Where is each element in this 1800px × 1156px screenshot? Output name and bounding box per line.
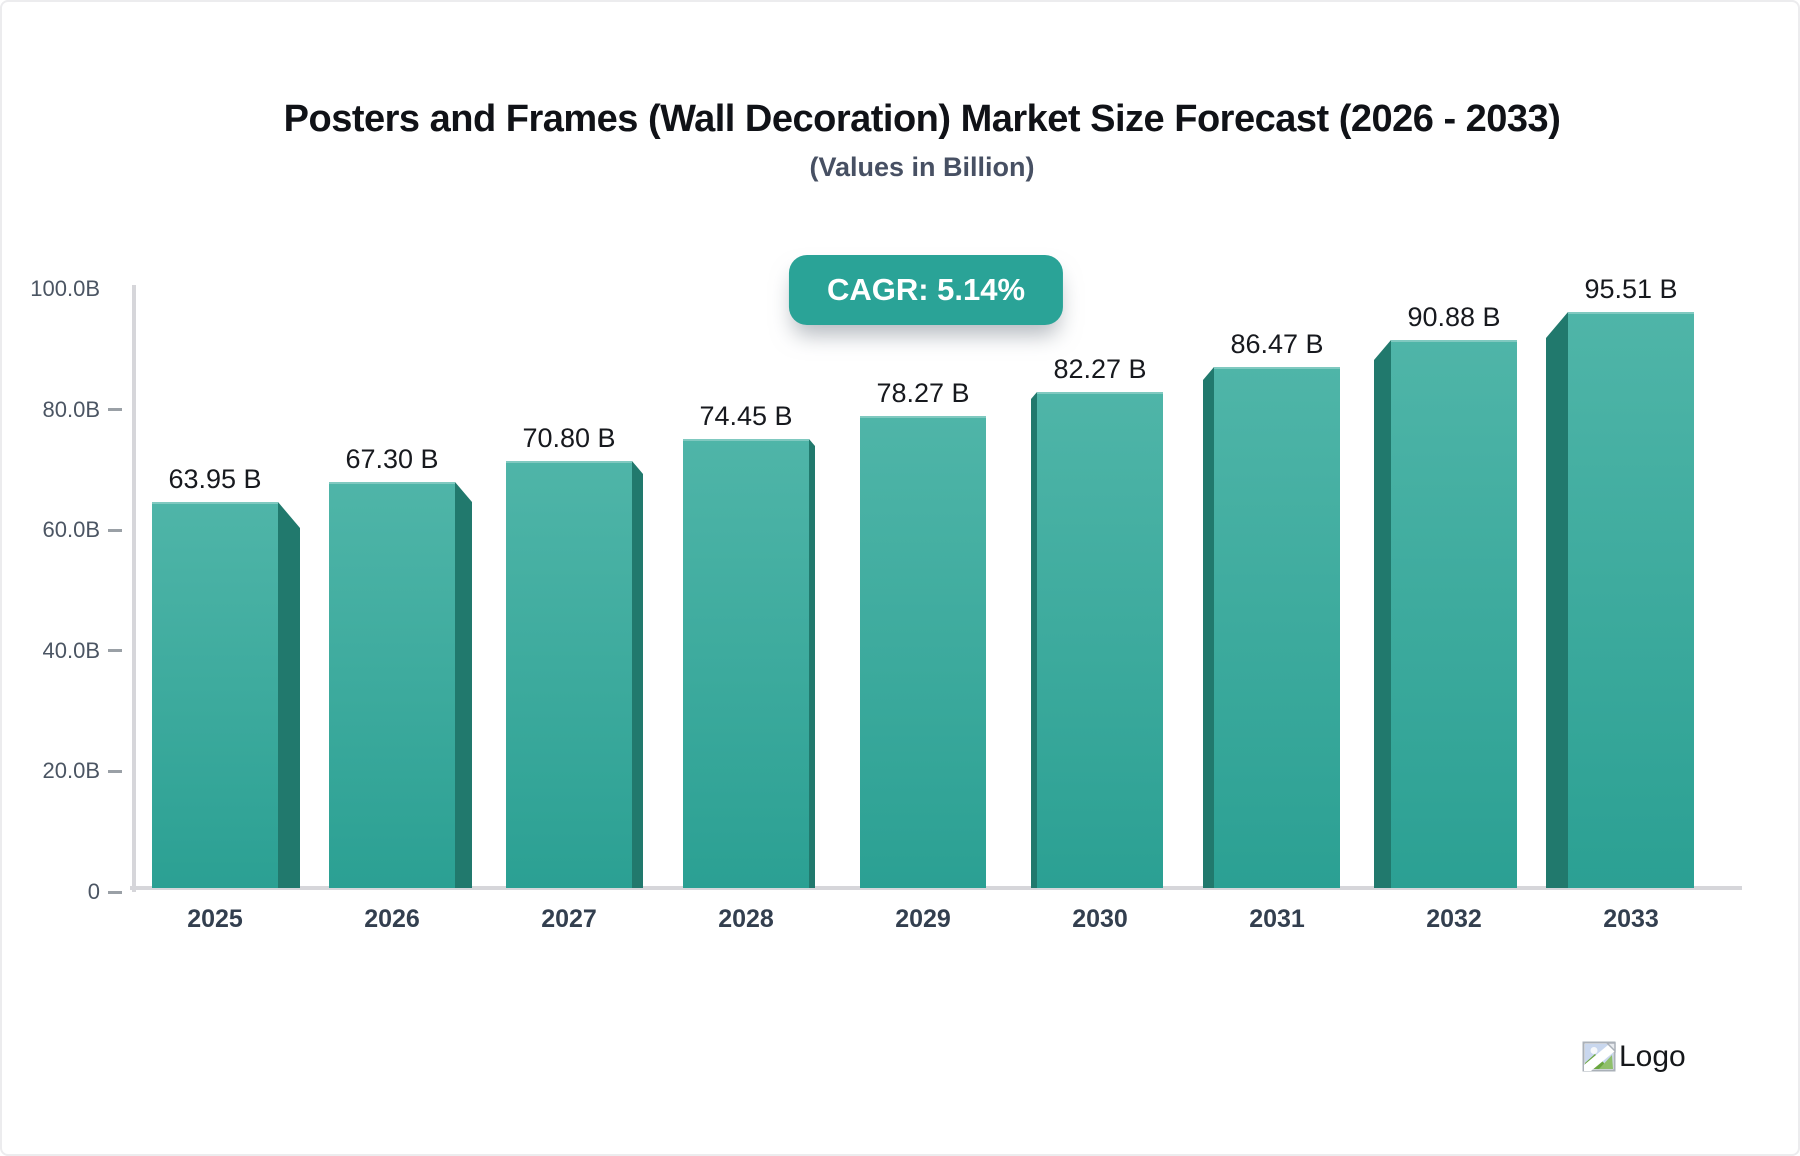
cagr-badge: CAGR: 5.14% <box>788 255 1064 325</box>
bar-group-2033: 95.51 B 2033 <box>1546 274 1694 933</box>
x-category-label: 2027 <box>541 905 597 933</box>
y-tick-dash <box>108 408 122 412</box>
cagr-label: CAGR: 5.14% <box>826 272 1026 307</box>
x-category-label: 2026 <box>364 905 420 933</box>
bar-face <box>683 439 809 888</box>
bar-side <box>1203 367 1214 888</box>
bar-value-label: 78.27 B <box>876 378 970 408</box>
bar-face <box>1391 340 1517 888</box>
chart-title: Posters and Frames (Wall Decoration) Mar… <box>283 98 1561 140</box>
bar-group-2029: 78.27 B 2029 <box>860 378 986 933</box>
x-category-label: 2029 <box>895 905 951 933</box>
y-tick-label: 20.0B <box>42 758 101 784</box>
y-tick-label: 40.0B <box>42 637 101 663</box>
bar-group-2030: 82.27 B 2030 <box>1031 354 1163 933</box>
bar-group-2025: 63.95 B 2025 <box>152 464 300 933</box>
y-tick-label: 100.0B <box>30 276 100 301</box>
x-category-label: 2030 <box>1072 905 1128 933</box>
x-category-label: 2028 <box>718 905 774 933</box>
y-tick-dash <box>108 890 122 894</box>
bar-group-2026: 67.30 B 2026 <box>329 444 472 933</box>
bar-side <box>1546 312 1568 888</box>
y-tick-label: 80.0B <box>42 396 101 422</box>
broken-image-icon <box>1582 1041 1616 1072</box>
logo: Logo <box>1582 1040 1686 1074</box>
bar-group-2027: 70.80 B 2027 <box>506 423 643 933</box>
bar-side <box>632 461 643 888</box>
bar-value-label: 86.47 B <box>1230 329 1324 359</box>
bar-side <box>1031 392 1037 888</box>
bar-value-label: 63.95 B <box>168 464 262 494</box>
x-category-label: 2033 <box>1603 905 1659 933</box>
bar-group-2031: 86.47 B 2031 <box>1203 329 1340 933</box>
x-axis-line <box>130 886 1742 890</box>
x-category-label: 2032 <box>1426 905 1482 933</box>
bar-face <box>506 461 632 888</box>
bar-value-label: 90.88 B <box>1407 302 1501 332</box>
bar-group-2032: 90.88 B 2032 <box>1374 302 1517 933</box>
y-tick-dash <box>108 649 122 653</box>
x-category-label: 2025 <box>187 905 243 933</box>
bar-face <box>860 416 986 888</box>
bar-group-2028: 74.45 B 2028 <box>683 401 815 933</box>
bar-value-label: 74.45 B <box>699 401 793 431</box>
y-tick-label: 0 <box>87 879 100 904</box>
bar-side <box>1374 340 1391 888</box>
bar-face <box>152 502 278 888</box>
y-axis-line <box>132 285 136 892</box>
y-tick-label: 60.0B <box>42 517 101 543</box>
y-tick-dash <box>108 769 122 773</box>
y-tick-dash <box>108 528 122 532</box>
bar-face <box>1214 367 1340 888</box>
bar-face <box>329 482 455 888</box>
chart-subtitle: (Values in Billion) <box>809 152 1035 182</box>
bar-value-label: 82.27 B <box>1053 354 1147 384</box>
x-category-label: 2031 <box>1249 905 1305 933</box>
bar-side <box>278 502 300 888</box>
bar-value-label: 95.51 B <box>1584 274 1678 304</box>
bar-value-label: 67.30 B <box>345 444 439 474</box>
bar-face <box>1568 312 1694 888</box>
bar-value-label: 70.80 B <box>522 423 616 453</box>
bar-face <box>1037 392 1163 888</box>
bar-side <box>455 482 472 888</box>
bar-side <box>809 439 815 888</box>
logo-text: Logo <box>1619 1040 1686 1073</box>
